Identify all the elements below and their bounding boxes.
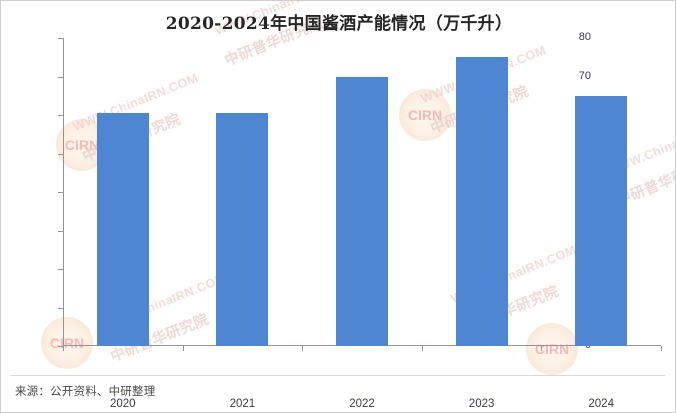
y-tick-mark [58,153,63,155]
y-tick-mark [58,192,63,193]
bar-2023 [455,57,508,346]
bar-2021 [216,113,269,346]
footer-divider [11,375,665,376]
x-tick-label-2021: 2021 [229,398,256,410]
y-tick-mark [58,115,63,116]
chart-title: 2020-2024年中国酱酒产能情况（万千升） [165,14,513,34]
y-axis-line [63,38,64,346]
x-tick-mark [63,346,64,351]
source-note: 来源：公开资料、中研整理 [15,384,156,398]
x-tick-label-2024: 2024 [588,398,614,410]
x-tick-mark [541,346,543,351]
x-tick-label-2022: 2022 [349,398,375,410]
x-tick-label-2020: 2020 [110,398,136,410]
bar-2024 [575,95,628,346]
y-tick-label: 80 [578,31,591,43]
x-tick-mark [302,346,304,351]
y-tick-mark [58,76,63,78]
x-tick-label-2023: 2023 [468,398,495,410]
y-tick-label: 70 [578,69,591,82]
x-tick-mark [661,346,662,351]
y-tick-mark [58,230,63,232]
y-tick-mark [58,269,63,270]
bar-2022 [336,76,388,346]
y-tick-mark [58,38,63,39]
y-tick-mark [58,307,63,309]
bar-2020 [96,113,149,346]
x-tick-mark [182,346,184,351]
x-tick-mark [421,346,423,351]
